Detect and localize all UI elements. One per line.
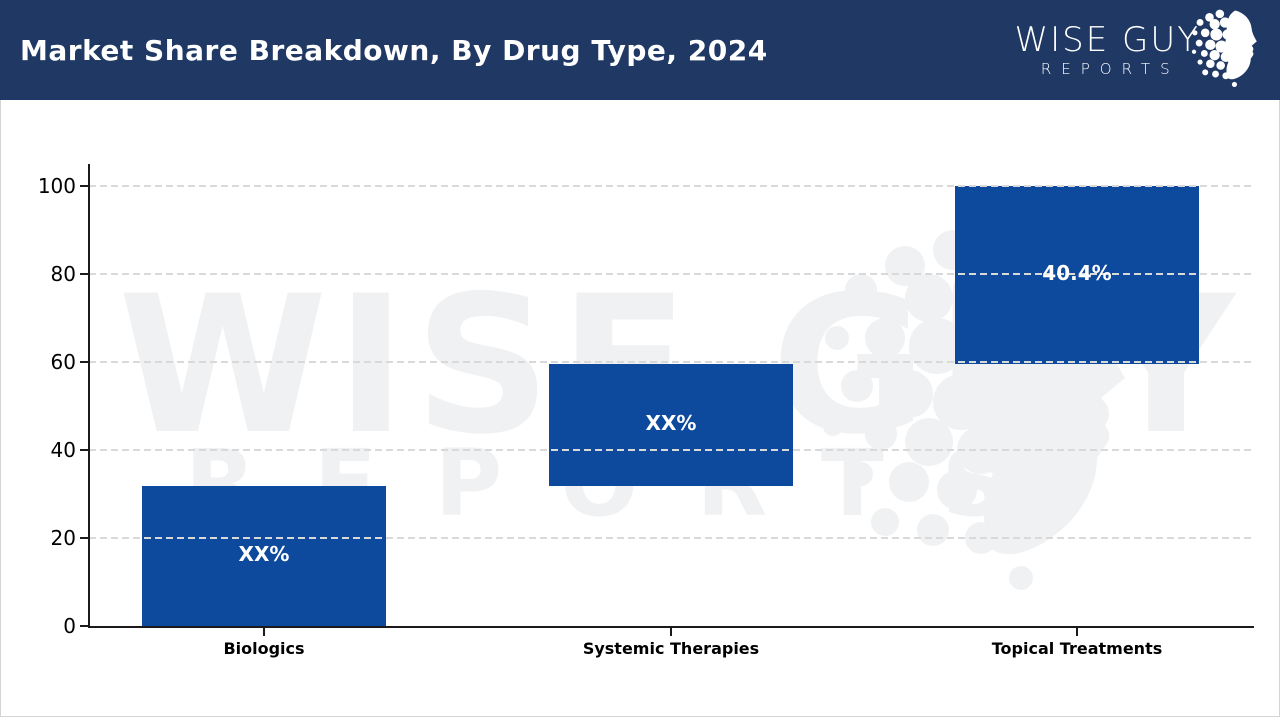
- y-tick-label: 0: [63, 614, 76, 638]
- brand-logo: WISE GUY REPORTS: [1014, 0, 1268, 100]
- y-tick-label: 60: [50, 350, 76, 374]
- y-tick-label: 40: [50, 438, 76, 462]
- y-tick-label: 20: [50, 526, 76, 550]
- y-tick-mark: [80, 537, 88, 539]
- x-tick-label: Topical Treatments: [991, 639, 1163, 658]
- y-tick-mark: [80, 625, 88, 627]
- bar-systemic-therapies: [549, 363, 793, 487]
- x-axis-spine: [88, 626, 1254, 628]
- bar-value-label: XX%: [238, 542, 290, 567]
- gridline: [89, 537, 1253, 539]
- y-tick-mark: [80, 185, 88, 187]
- x-tick-mark: [670, 628, 672, 636]
- brand-logo-text: WISE GUY REPORTS: [1014, 22, 1200, 78]
- page-title: Market Share Breakdown, By Drug Type, 20…: [20, 33, 768, 67]
- page-border-left: [0, 100, 1, 717]
- y-tick-mark: [80, 361, 88, 363]
- logo-reports-text: REPORTS: [1040, 60, 1180, 78]
- bar-value-label: XX%: [645, 410, 697, 435]
- gridline: [89, 449, 1253, 451]
- gridline: [89, 185, 1253, 187]
- y-tick-label: 80: [50, 262, 76, 286]
- page-border-bottom: [0, 716, 1280, 717]
- x-tick-mark: [263, 628, 265, 636]
- gridline: [89, 361, 1253, 363]
- x-tick-mark: [1076, 628, 1078, 636]
- x-tick-label: Systemic Therapies: [582, 639, 760, 658]
- y-tick-label: 100: [37, 174, 76, 198]
- x-tick-label: Biologics: [223, 639, 305, 658]
- bar-biologics: [142, 486, 386, 626]
- bar-value-label: 40.4%: [1042, 260, 1112, 285]
- y-tick-mark: [80, 273, 88, 275]
- y-tick-mark: [80, 449, 88, 451]
- y-axis-spine: [88, 164, 90, 628]
- dotted-head-logo-icon: [1191, 9, 1257, 87]
- gridline: [89, 273, 1253, 275]
- logo-wiseguy-text: WISE GUY: [1014, 20, 1200, 60]
- header-banner: Market Share Breakdown, By Drug Type, 20…: [0, 0, 1280, 100]
